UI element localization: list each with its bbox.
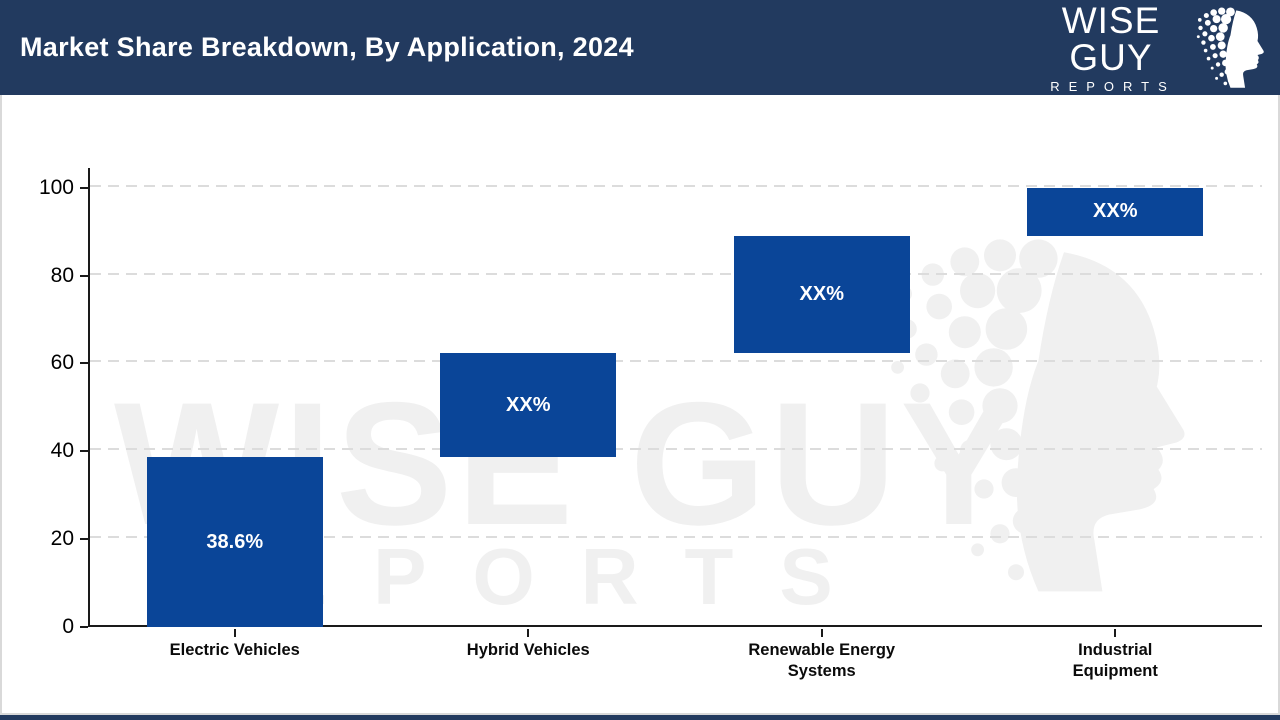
x-axis-tick-mark — [527, 629, 530, 637]
x-axis-category-label: Renewable Energy Systems — [748, 641, 896, 680]
bar-renewable-energy-systems: XX% — [733, 235, 910, 354]
bar-value-label: XX% — [1093, 200, 1138, 223]
header-bar: Market Share Breakdown, By Application, … — [0, 0, 1280, 95]
x-axis-tick-mark — [820, 629, 823, 637]
gridline-y-100 — [90, 184, 1262, 187]
gridline-y-60 — [90, 360, 1262, 363]
bar-hybrid-vehicles: XX% — [440, 353, 617, 458]
bar-value-label: 38.6% — [206, 530, 264, 553]
logo-wordmark: WISE GUY — [1061, 0, 1161, 78]
y-axis-tick-label: 100 — [38, 175, 74, 199]
gridline-y-40 — [90, 448, 1262, 451]
x-axis-tick-mark — [1114, 629, 1117, 637]
y-axis-tick-label: 40 — [50, 439, 74, 463]
y-axis-tick-mark — [80, 450, 88, 453]
bar-value-label: XX% — [799, 282, 844, 305]
page-title: Market Share Breakdown, By Application, … — [20, 32, 634, 62]
bar-value-label: XX% — [506, 393, 551, 416]
gridline-y-20 — [90, 536, 1262, 539]
y-axis-tick-mark — [80, 538, 88, 541]
bar-electric-vehicles: 38.6% — [146, 457, 323, 627]
y-axis-tick-mark — [80, 186, 88, 189]
x-axis-tick-mark — [233, 629, 236, 637]
logo-text: WISE GUY REPORTS — [1016, 2, 1206, 94]
x-axis-category-label: Industrial Equipment — [1072, 641, 1158, 680]
bar-industrial-equipment: XX% — [1027, 187, 1204, 236]
x-axis-category-label: Hybrid Vehicles — [466, 641, 590, 659]
gridline-y-80 — [90, 272, 1262, 275]
y-axis-tick-label: 80 — [50, 263, 74, 287]
y-axis-tick-mark — [80, 274, 88, 277]
y-axis-tick-mark — [80, 626, 88, 628]
y-axis-tick-label: 20 — [50, 527, 74, 551]
y-axis-tick-label: 0 — [62, 615, 74, 638]
wise-guy-logo: WISE GUY REPORTS — [1016, 2, 1266, 94]
x-axis-category-label: Electric Vehicles — [169, 641, 300, 659]
footer-bar — [0, 715, 1280, 720]
y-axis-tick-label: 60 — [50, 351, 74, 375]
logo-subtext: REPORTS — [1050, 79, 1176, 94]
plot-area — [88, 168, 1262, 627]
y-axis-tick-mark — [80, 362, 88, 365]
